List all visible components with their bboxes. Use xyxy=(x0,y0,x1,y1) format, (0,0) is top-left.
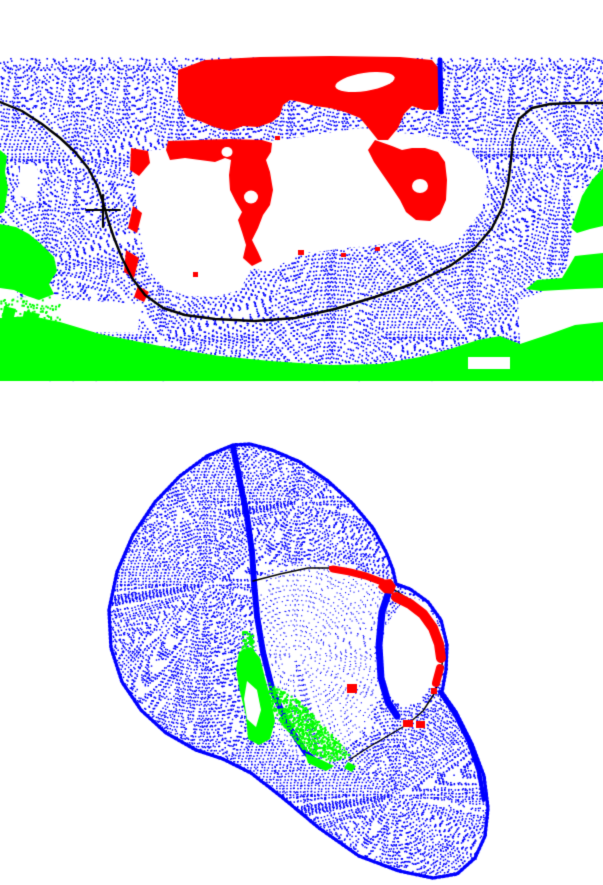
basin-map-and-3d-surface-canvas xyxy=(0,0,603,885)
figure xyxy=(0,0,603,885)
